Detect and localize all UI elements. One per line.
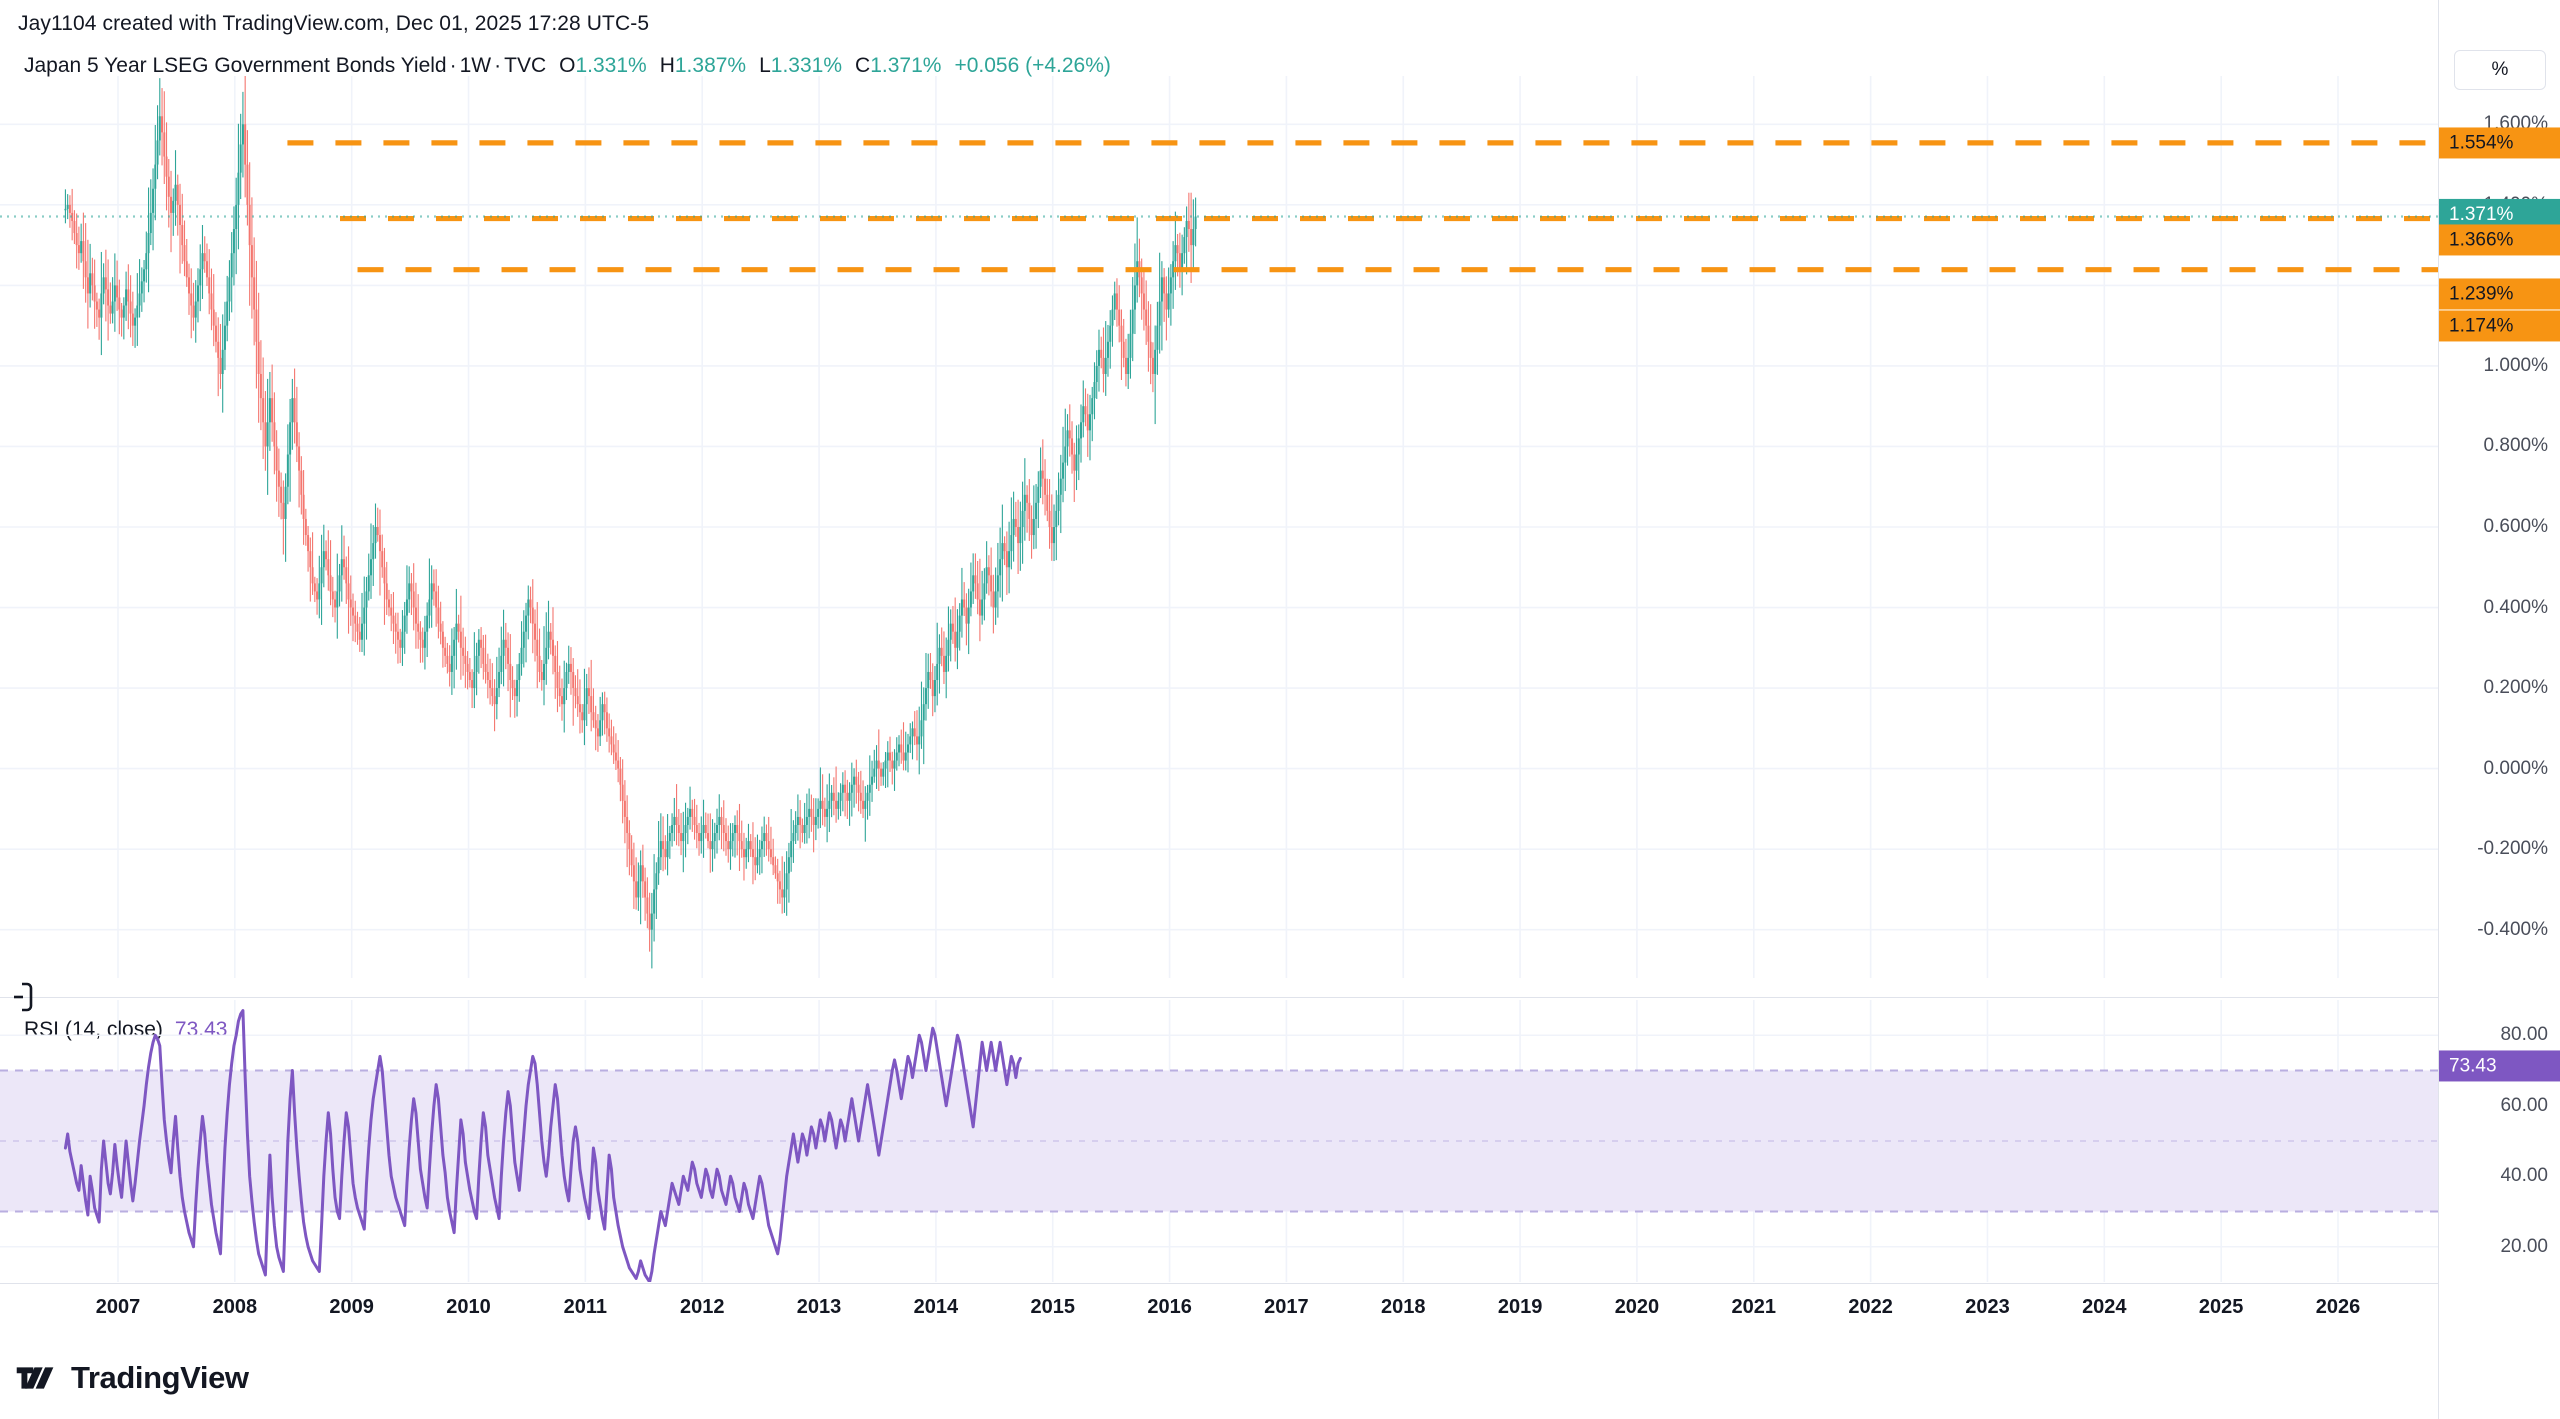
- price-badge-last-price-text: 1.371%: [2449, 203, 2514, 225]
- tradingview-logo: TradingView: [16, 1360, 249, 1396]
- price-tick-0200-text: 0.200%: [2483, 677, 2548, 699]
- time-tick-2015: 2015: [1030, 1296, 1075, 1318]
- price-tick-0400-text: 0.400%: [2483, 596, 2548, 618]
- time-tick-2024: 2024: [2082, 1296, 2127, 1318]
- chart-legend: Japan 5 Year LSEG Government Bonds Yield…: [24, 54, 1111, 78]
- rsi-canvas: [0, 1000, 2438, 1282]
- time-tick-2010: 2010: [446, 1296, 491, 1318]
- time-tick-2018: 2018: [1381, 1296, 1426, 1318]
- price-badge-resistance-1554[interactable]: 1.554%: [2439, 127, 2560, 159]
- time-tick-2019: 2019: [1497, 1296, 1543, 1318]
- price-tick-0400: -0.400%: [2477, 919, 2548, 941]
- price-tick-0400: 0.400%: [2484, 597, 2548, 619]
- rsi-tick-4000: 40.00: [2500, 1165, 2548, 1187]
- legend-close-key: C: [855, 54, 871, 77]
- price-tick-0200-text: -0.200%: [2477, 838, 2548, 860]
- price-badge-resistance-1366[interactable]: 1.366%: [2439, 224, 2560, 256]
- time-tick-2007: 2007: [95, 1296, 141, 1318]
- legend-exchange: TVC: [504, 54, 547, 77]
- legend-symbol[interactable]: Japan 5 Year LSEG Government Bonds Yield: [24, 54, 447, 77]
- time-tick-2008: 2008: [212, 1296, 258, 1318]
- rsi-pane[interactable]: [0, 1000, 2438, 1282]
- time-tick-2022: 2022: [1848, 1296, 1893, 1318]
- price-tick-0000: 0.000%: [2484, 758, 2548, 780]
- rsi-tick-6000-text: 60.00: [2500, 1094, 2548, 1116]
- time-tick-2026: 2026: [2315, 1296, 2361, 1318]
- time-tick-2021: 2021: [1731, 1296, 1777, 1318]
- legend-open-value: 1.331%: [575, 54, 647, 77]
- price-tick-0200: -0.200%: [2477, 838, 2548, 860]
- time-tick-2009: 2009: [329, 1296, 374, 1318]
- tradingview-mark-icon: [16, 1365, 60, 1391]
- pane-resize-handle-icon[interactable]: [10, 980, 36, 1014]
- rsi-tick-2000: 20.00: [2500, 1236, 2548, 1258]
- time-axis[interactable]: 2007 2008 2009 2010 2011 2012 2013 2014 2015 2016…: [0, 1283, 2438, 1329]
- time-tick-2014: 2014: [913, 1296, 959, 1318]
- price-plot: [0, 76, 2438, 978]
- price-badge-resistance-1554-text: 1.554%: [2449, 132, 2514, 154]
- time-tick-2011: 2011: [563, 1296, 608, 1318]
- percent-scale-toggle[interactable]: %: [2454, 50, 2546, 90]
- pane-separator[interactable]: [0, 997, 2438, 998]
- rsi-tick-8000-text: 80.00: [2500, 1024, 2548, 1046]
- price-badge-resistance-1239-text: 1.239%: [2449, 283, 2514, 305]
- legend-low-value: 1.331%: [770, 54, 843, 77]
- price-tick-0800: 0.800%: [2484, 435, 2548, 457]
- price-pane[interactable]: [0, 76, 2438, 978]
- rsi-tick-2000-text: 20.00: [2500, 1235, 2548, 1257]
- legend-sep-2: ·: [494, 54, 502, 77]
- legend-open-key: O: [559, 54, 576, 77]
- price-tick-0000-text: 0.000%: [2483, 757, 2548, 779]
- legend-low-key: L: [759, 54, 771, 77]
- legend-change: +0.056 (+4.26%): [954, 54, 1111, 77]
- rsi-value-badge-text: 73.43: [2449, 1055, 2497, 1077]
- price-badge-resistance-1174[interactable]: 1.174%: [2439, 310, 2560, 342]
- legend-close-value: 1.371%: [870, 54, 942, 77]
- time-tick-2023: 2023: [1965, 1296, 2010, 1318]
- price-badge-resistance-1174-text: 1.174%: [2449, 315, 2514, 337]
- time-tick-2013: 2013: [796, 1296, 842, 1318]
- legend-interval[interactable]: 1W: [459, 54, 492, 77]
- price-tick-0400-text: -0.400%: [2477, 918, 2548, 940]
- price-tick-0600-text: 0.600%: [2483, 516, 2548, 537]
- time-tick-2016: 2016: [1147, 1296, 1192, 1318]
- legend-sep-1: ·: [449, 54, 457, 77]
- rsi-plot: [0, 1000, 2438, 1282]
- rsi-tick-8000: 80.00: [2500, 1024, 2548, 1046]
- price-tick-0800-text: 0.800%: [2483, 435, 2548, 457]
- attribution-text: Jay1104 created with TradingView.com, De…: [18, 12, 650, 35]
- time-tick-2017: 2017: [1264, 1296, 1309, 1318]
- price-scale-column[interactable]: % 1.600%1.400%1.000%0.800%0.600%0.400%0.…: [2438, 0, 2560, 1419]
- legend-high-value: 1.387%: [674, 54, 747, 77]
- rsi-tick-4000-text: 40.00: [2500, 1165, 2548, 1187]
- price-canvas: [0, 76, 2438, 978]
- price-tick-1000: 1.000%: [2484, 355, 2548, 377]
- tradingview-wordmark: TradingView: [71, 1360, 249, 1395]
- rsi-tick-6000: 60.00: [2500, 1095, 2548, 1117]
- legend-high-key: H: [659, 54, 675, 77]
- price-badge-resistance-1366-text: 1.366%: [2449, 229, 2514, 251]
- rsi-value-badge[interactable]: 73.43: [2439, 1050, 2560, 1082]
- price-badge-resistance-1239[interactable]: 1.239%: [2439, 278, 2560, 310]
- time-tick-2025: 2025: [2198, 1296, 2244, 1318]
- time-tick-2020: 2020: [1614, 1296, 1660, 1318]
- time-tick-2012: 2012: [679, 1296, 725, 1318]
- price-tick-0600: 0.600%: [2484, 516, 2548, 538]
- price-tick-1000-text: 1.000%: [2483, 354, 2548, 376]
- price-tick-0200: 0.200%: [2484, 677, 2548, 699]
